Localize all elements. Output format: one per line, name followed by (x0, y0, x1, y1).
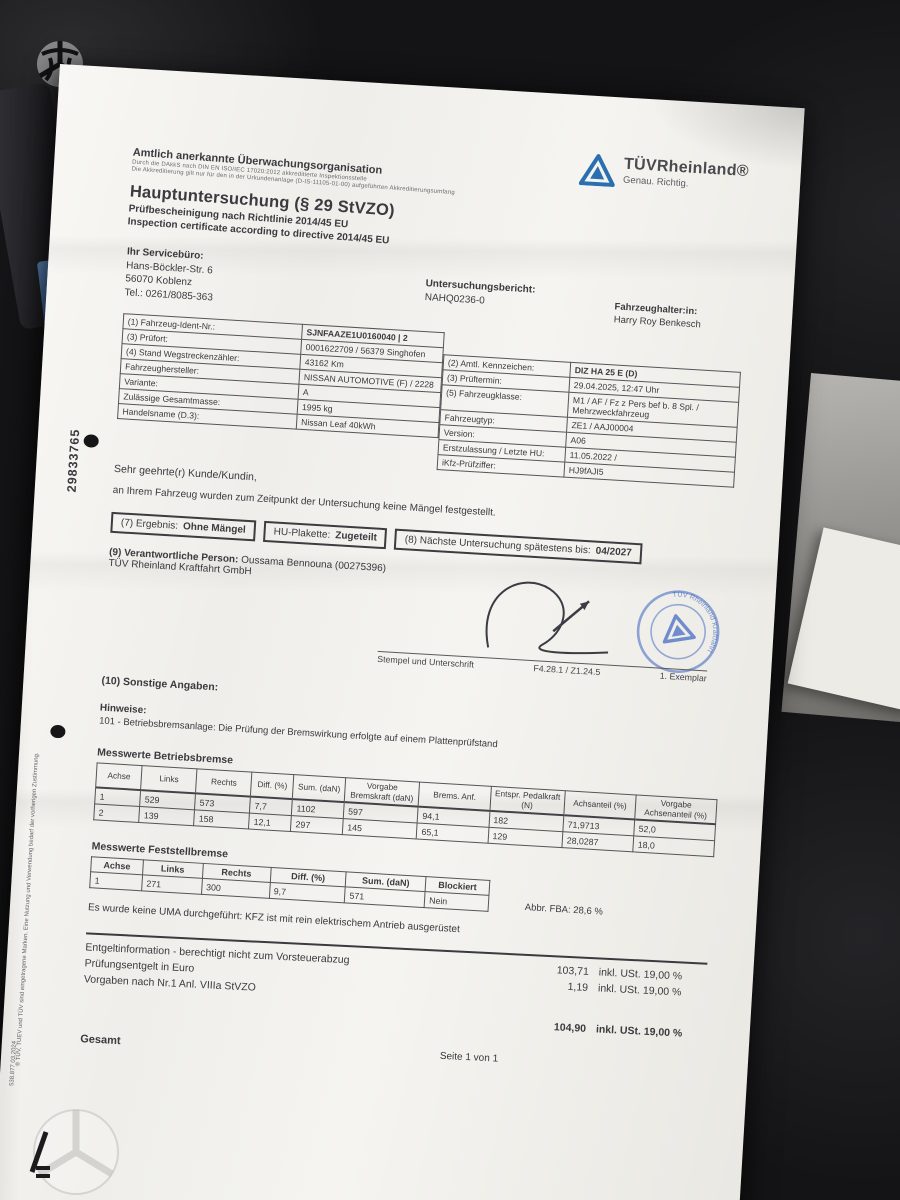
handwritten-mark (24, 1128, 58, 1189)
tuv-rheinland-logo: TÜVRheinland® Genau. Richtig. (578, 153, 749, 200)
stamp-caption: Stempel und Unterschrift (376, 653, 475, 670)
watermark-logo-icon (28, 1104, 124, 1200)
page-number: Seite 1 von 1 (439, 1050, 499, 1065)
responsible-person-block: (9) Verantwortliche Person: Oussama Benn… (102, 547, 730, 710)
sticker-box: HU-Plakette: Zugeteilt (263, 520, 388, 550)
tuv-triangle-icon (578, 153, 616, 192)
vehicle-data-tables: (1) Fahrzeug-Ident-Nr.: SJNFAAZE1U0160040… (115, 313, 744, 488)
vehicle-table-left: (1) Fahrzeug-Ident-Nr.: SJNFAAZE1U0160040… (117, 313, 445, 438)
gesamt-label: Gesamt (79, 1033, 121, 1048)
tuv-stamp-icon: TÜV Rheinland Kraftfahrt (625, 578, 732, 688)
result-box: (7) Ergebnis: Ohne Mängel (110, 511, 257, 542)
fees-section: Entgeltinformation - berechtigt nicht zu… (82, 932, 708, 1044)
certificate-content: Amtlich anerkannte Überwachungsorganisat… (2, 64, 805, 1082)
footer-row: Gesamt Seite 1 von 1 (80, 1033, 702, 1075)
fba-note: Abbr. FBA: 28,6 % (524, 902, 604, 918)
form-code: F4.28.1 / Z1.24.5 (533, 663, 601, 678)
next-inspection-box: (8) Nächste Untersuchung spätestens bis:… (394, 528, 643, 565)
vehicle-table-right: (2) Amtl. Kennzeichen: DIZ HA 25 E (D) (3… (437, 354, 741, 488)
signature (459, 564, 654, 670)
inspection-certificate-paper: 29833765 ® TÜV, TUEV und TÜV sind einget… (0, 64, 805, 1200)
signature-zone: TÜV Rheinland Kraftfahrt Stempel und Unt… (376, 565, 724, 684)
